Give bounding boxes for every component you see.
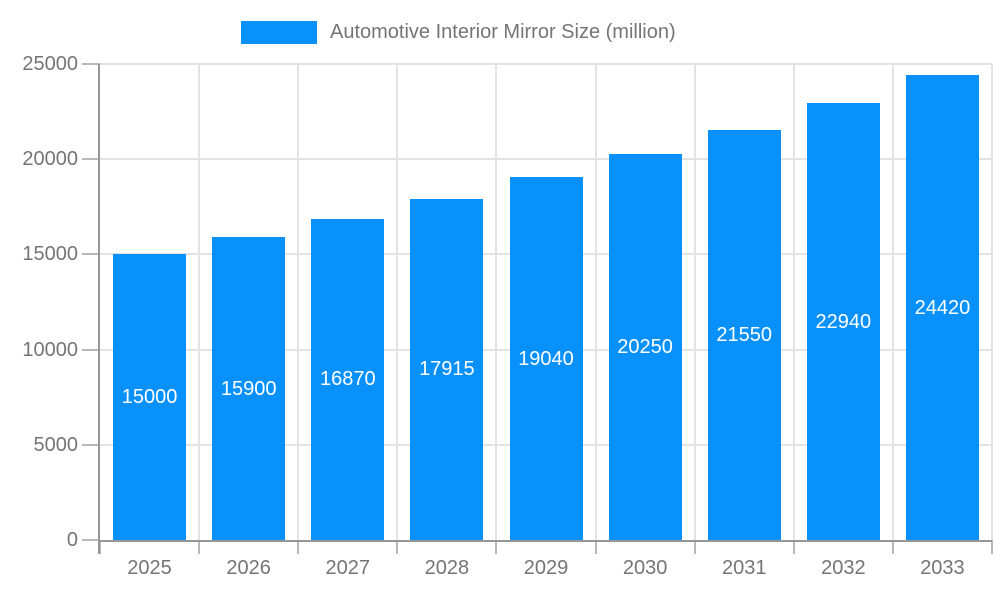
bar-value-label: 19040 — [518, 347, 574, 370]
y-axis-line — [98, 64, 100, 554]
x-axis-tick — [693, 540, 696, 554]
x-axis-line — [98, 540, 992, 542]
bar — [509, 177, 583, 540]
gridline-vertical — [792, 64, 795, 540]
legend-label: Automotive Interior Mirror Size (million… — [330, 21, 676, 43]
gridline-vertical — [198, 64, 201, 540]
x-axis-tick-label: 2033 — [920, 557, 965, 579]
x-axis-tick — [594, 540, 597, 554]
bar — [212, 237, 286, 540]
x-axis-tick — [198, 540, 201, 554]
gridline-vertical — [891, 64, 894, 540]
gridline-vertical — [396, 64, 399, 540]
bar — [311, 218, 385, 540]
bar-value-label: 15000 — [121, 386, 178, 409]
bar — [608, 154, 682, 540]
bar — [410, 198, 484, 540]
y-axis-tick-label: 5000 — [33, 433, 79, 456]
y-axis-tick — [82, 348, 100, 351]
y-axis-tick — [82, 539, 100, 541]
gridline-vertical — [594, 64, 597, 540]
y-axis-tick-label: 15000 — [22, 243, 78, 266]
y-axis-tick — [82, 158, 100, 161]
legend-swatch — [241, 20, 317, 44]
bar-value-label: 17915 — [419, 358, 475, 381]
x-axis-tick-label: 2026 — [226, 557, 271, 579]
bar-value-label: 21550 — [716, 323, 773, 346]
bar — [113, 254, 187, 540]
x-axis-tick — [991, 540, 993, 554]
gridline-vertical — [991, 64, 993, 540]
bar — [707, 129, 781, 540]
legend: Automotive Interior Mirror Size (million… — [241, 20, 676, 44]
y-axis-tick — [82, 443, 100, 446]
x-axis-tick-label: 2027 — [325, 557, 371, 579]
y-axis-tick-label: 25000 — [22, 53, 78, 75]
x-axis-tick-label: 2032 — [821, 557, 866, 579]
gridline-vertical — [297, 64, 300, 540]
x-axis-tick — [99, 540, 101, 554]
bar-value-label: 16870 — [319, 368, 376, 391]
bar-value-label: 15900 — [220, 377, 277, 400]
bar-value-label: 20250 — [617, 336, 673, 359]
x-axis-tick-label: 2031 — [721, 557, 767, 579]
x-axis-tick — [396, 540, 399, 554]
gridline-horizontal — [100, 63, 992, 65]
gridline-vertical — [693, 64, 696, 540]
x-axis-tick — [891, 540, 894, 554]
bar — [806, 103, 880, 540]
y-axis-tick-label: 10000 — [22, 338, 78, 361]
bar-value-label: 24420 — [914, 296, 971, 319]
bar — [905, 75, 979, 540]
y-axis-tick — [82, 63, 100, 65]
x-axis-tick-label: 2025 — [127, 557, 172, 579]
x-axis-tick-label: 2028 — [424, 557, 470, 579]
x-axis-tick-label: 2030 — [622, 557, 668, 579]
gridline-horizontal — [100, 158, 992, 161]
x-axis-tick — [792, 540, 795, 554]
y-axis-tick — [82, 253, 100, 256]
x-axis-tick — [495, 540, 498, 554]
y-axis-tick-label: 0 — [66, 529, 78, 551]
y-axis-tick-label: 20000 — [22, 148, 78, 171]
gridline-vertical — [495, 64, 498, 540]
bar-value-label: 22940 — [815, 310, 872, 333]
x-axis-tick-label: 2029 — [523, 557, 569, 579]
x-axis-tick — [297, 540, 300, 554]
